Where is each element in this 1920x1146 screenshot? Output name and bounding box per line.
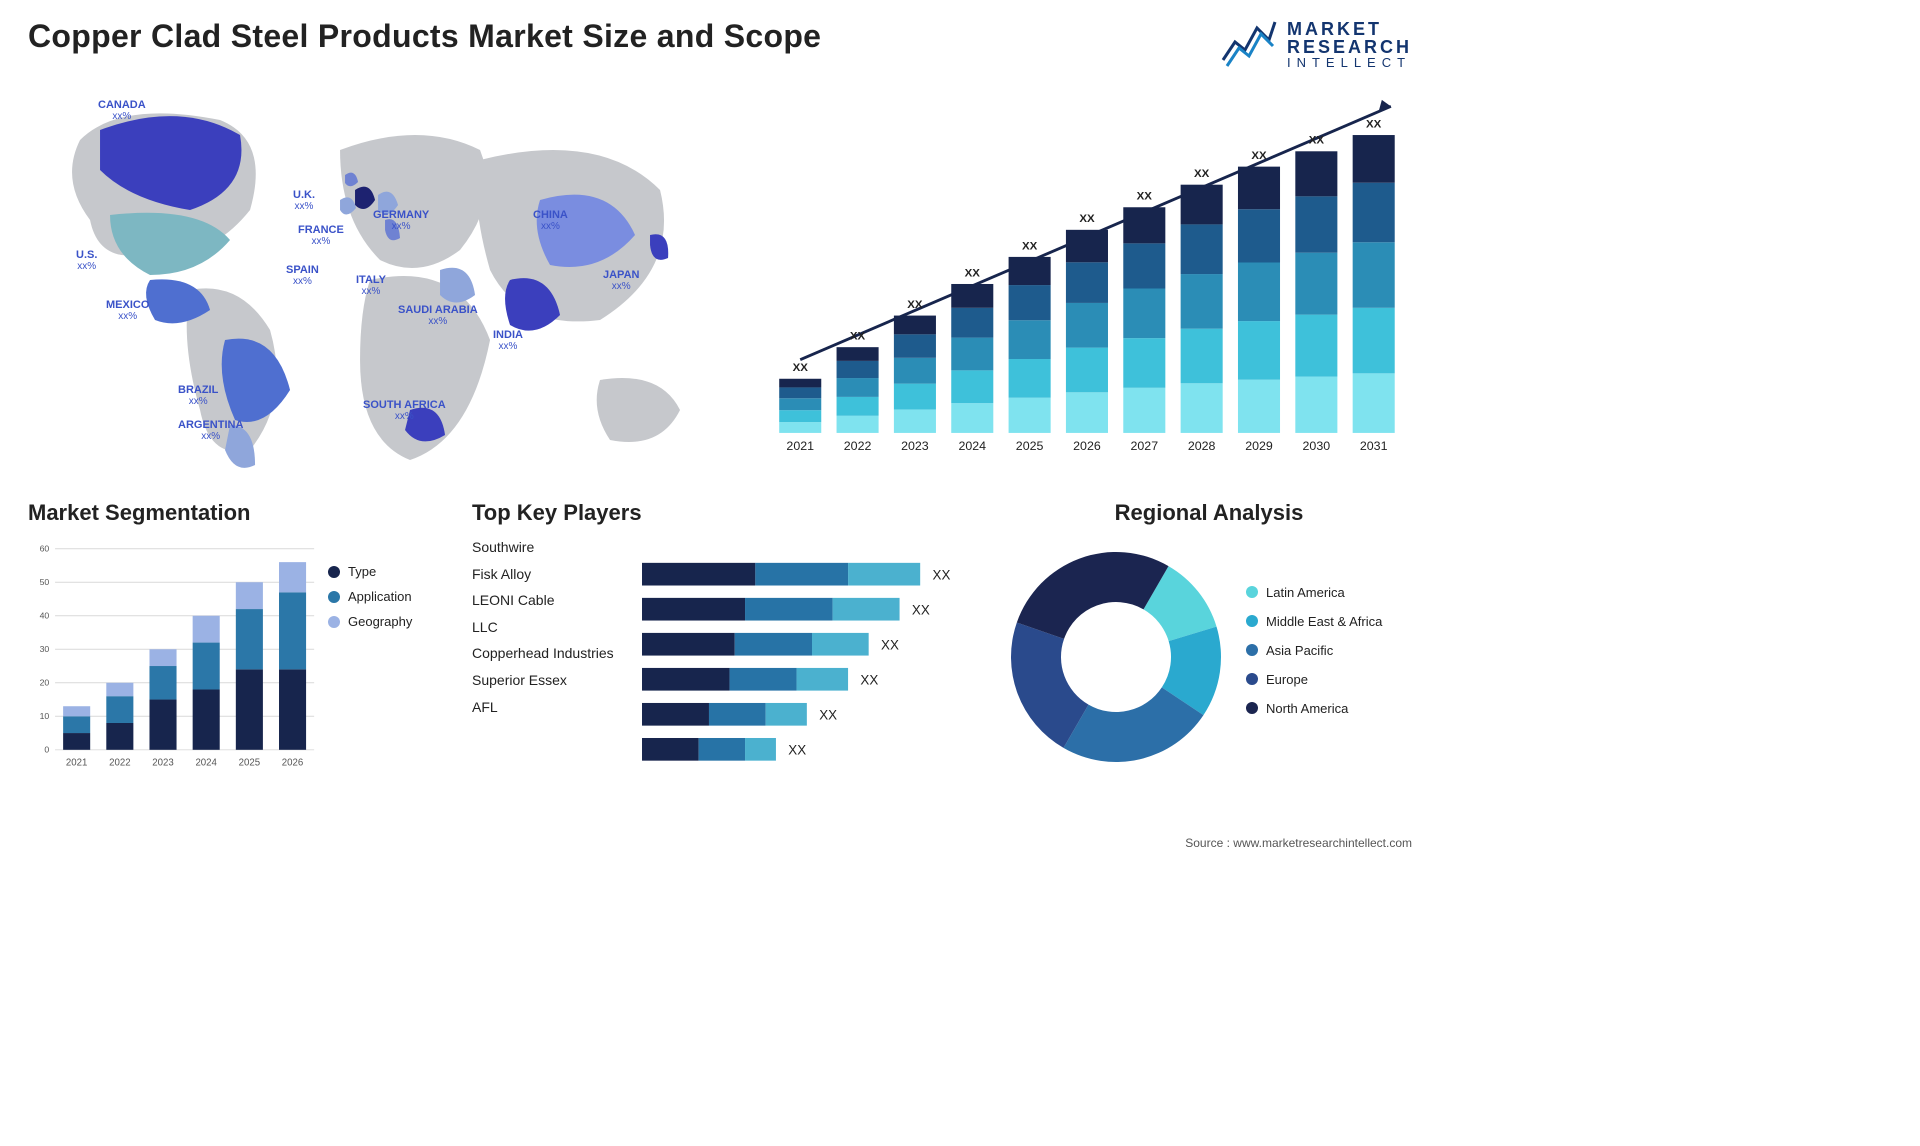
- segmentation-legend: Type Application Geography: [328, 534, 448, 780]
- region-legend-item: Asia Pacific: [1246, 643, 1382, 658]
- svg-text:XX: XX: [1079, 213, 1095, 225]
- svg-text:2026: 2026: [1073, 439, 1101, 453]
- svg-text:10: 10: [40, 711, 50, 721]
- svg-text:2029: 2029: [1245, 439, 1273, 453]
- world-map-panel: CANADAxx% U.S.xx% MEXICOxx% BRAZILxx% ARGENT…: [28, 80, 732, 480]
- brand-logo: MARKET RESEARCH INTELLECT: [1221, 18, 1412, 70]
- svg-text:2025: 2025: [239, 757, 260, 768]
- regional-title: Regional Analysis: [1006, 500, 1412, 526]
- svg-text:2022: 2022: [844, 439, 872, 453]
- svg-text:XX: XX: [1366, 118, 1382, 130]
- growth-chart: XX 2021 XX 2022 XX 2023 XX 2024 XX 2025 XX 2026 XX 20…: [762, 80, 1412, 480]
- map-label-china: CHINAxx%: [533, 210, 568, 232]
- svg-text:2024: 2024: [195, 757, 217, 768]
- map-label-u-k-: U.K.xx%: [293, 190, 315, 212]
- svg-text:XX: XX: [819, 707, 837, 722]
- svg-text:XX: XX: [881, 637, 899, 652]
- svg-text:XX: XX: [850, 331, 866, 343]
- map-label-india: INDIAxx%: [493, 330, 523, 352]
- svg-text:XX: XX: [1022, 240, 1038, 252]
- player-name: LLC: [472, 614, 632, 641]
- svg-text:XX: XX: [912, 602, 930, 617]
- svg-text:2027: 2027: [1131, 439, 1159, 453]
- key-players-panel: Top Key Players SouthwireFisk AlloyLEONI…: [472, 500, 982, 780]
- logo-icon: [1221, 18, 1277, 70]
- map-label-mexico: MEXICOxx%: [106, 300, 149, 322]
- logo-text-3: INTELLECT: [1287, 56, 1412, 69]
- region-legend-item: Latin America: [1246, 585, 1382, 600]
- player-name: LEONI Cable: [472, 587, 632, 614]
- svg-text:60: 60: [40, 544, 50, 554]
- player-name: AFL: [472, 694, 632, 721]
- svg-text:XX: XX: [965, 267, 981, 279]
- map-label-brazil: BRAZILxx%: [178, 385, 218, 407]
- map-label-u-s-: U.S.xx%: [76, 250, 97, 272]
- page-title: Copper Clad Steel Products Market Size a…: [28, 18, 821, 55]
- svg-text:XX: XX: [1194, 168, 1210, 180]
- svg-text:XX: XX: [1309, 135, 1325, 147]
- svg-text:2026: 2026: [282, 757, 303, 768]
- map-label-japan: JAPANxx%: [603, 270, 639, 292]
- player-name: Superior Essex: [472, 667, 632, 694]
- svg-text:30: 30: [40, 644, 50, 654]
- source-attribution: Source : www.marketresearchintellect.com: [1185, 836, 1412, 850]
- region-legend-item: Europe: [1246, 672, 1382, 687]
- svg-text:2021: 2021: [66, 757, 87, 768]
- seg-legend-item: Type: [328, 564, 448, 579]
- svg-text:XX: XX: [907, 299, 923, 311]
- svg-text:20: 20: [40, 678, 50, 688]
- player-name: Copperhead Industries: [472, 640, 632, 667]
- segmentation-title: Market Segmentation: [28, 500, 448, 526]
- svg-text:50: 50: [40, 577, 50, 587]
- svg-text:2024: 2024: [959, 439, 987, 453]
- svg-text:2023: 2023: [152, 757, 173, 768]
- svg-text:XX: XX: [1251, 150, 1267, 162]
- svg-text:2025: 2025: [1016, 439, 1044, 453]
- svg-text:2023: 2023: [901, 439, 929, 453]
- seg-legend-item: Geography: [328, 614, 448, 629]
- segmentation-chart: 0 10 20 30 40 50 60 2021 2022 2023 2024 2025 2026: [28, 534, 318, 780]
- key-players-chart: XX XX XX XX XX XX: [642, 534, 982, 781]
- map-label-argentina: ARGENTINAxx%: [178, 420, 243, 442]
- map-label-france: FRANCExx%: [298, 225, 344, 247]
- regional-donut: [1006, 547, 1226, 767]
- map-label-italy: ITALYxx%: [356, 275, 386, 297]
- svg-text:XX: XX: [860, 672, 878, 687]
- map-label-canada: CANADAxx%: [98, 100, 146, 122]
- map-label-south-africa: SOUTH AFRICAxx%: [363, 400, 446, 422]
- logo-text-2: RESEARCH: [1287, 38, 1412, 56]
- svg-text:XX: XX: [1137, 191, 1153, 203]
- svg-text:XX: XX: [788, 742, 806, 757]
- svg-text:2022: 2022: [109, 757, 130, 768]
- regional-legend: Latin America Middle East & Africa Asia Pa…: [1246, 585, 1382, 730]
- svg-text:0: 0: [44, 745, 49, 755]
- region-legend-item: North America: [1246, 701, 1382, 716]
- map-label-spain: SPAINxx%: [286, 265, 319, 287]
- player-name: Fisk Alloy: [472, 561, 632, 588]
- svg-text:XX: XX: [793, 362, 809, 374]
- region-legend-item: Middle East & Africa: [1246, 614, 1382, 629]
- growth-chart-panel: XX 2021 XX 2022 XX 2023 XX 2024 XX 2025 XX 2026 XX 20…: [762, 80, 1412, 480]
- svg-text:2021: 2021: [787, 439, 815, 453]
- key-players-title: Top Key Players: [472, 500, 982, 526]
- player-name: Southwire: [472, 534, 632, 561]
- regional-panel: Regional Analysis Latin America Middle Ea…: [1006, 500, 1412, 780]
- map-label-germany: GERMANYxx%: [373, 210, 429, 232]
- seg-legend-item: Application: [328, 589, 448, 604]
- key-players-names: SouthwireFisk AlloyLEONI CableLLCCopperh…: [472, 534, 632, 781]
- segmentation-panel: Market Segmentation 0 10 20 30 40 50 60 2021 202…: [28, 500, 448, 780]
- logo-text-1: MARKET: [1287, 20, 1412, 38]
- map-label-saudi-arabia: SAUDI ARABIAxx%: [398, 305, 478, 327]
- svg-text:40: 40: [40, 611, 50, 621]
- svg-text:2031: 2031: [1360, 439, 1388, 453]
- svg-text:2030: 2030: [1303, 439, 1331, 453]
- svg-text:2028: 2028: [1188, 439, 1216, 453]
- svg-text:XX: XX: [933, 567, 951, 582]
